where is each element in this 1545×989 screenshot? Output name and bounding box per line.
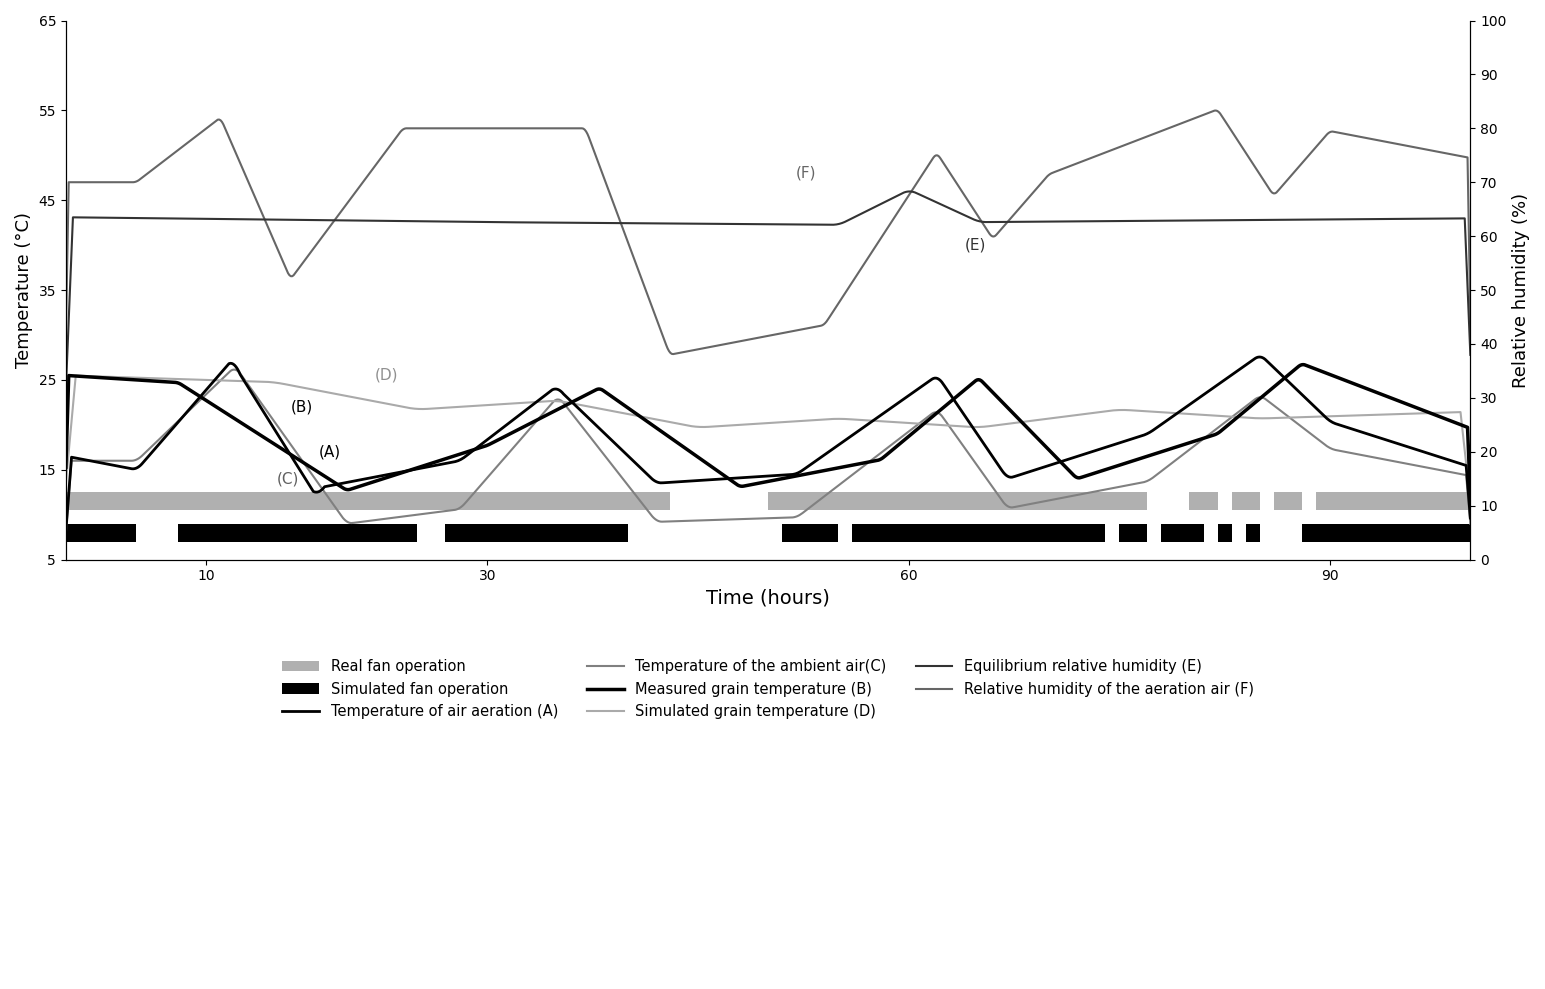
Bar [1273, 493, 1302, 510]
Bar [810, 523, 839, 542]
Text: (D): (D) [375, 368, 399, 383]
Bar [1302, 523, 1471, 542]
Bar [1245, 523, 1259, 542]
Text: (C): (C) [277, 471, 298, 487]
Bar [1231, 493, 1259, 510]
Text: (B): (B) [290, 400, 314, 414]
Y-axis label: Relative humidity (%): Relative humidity (%) [1513, 193, 1530, 388]
Bar [1217, 523, 1231, 542]
Bar [445, 523, 627, 542]
Y-axis label: Temperature (°C): Temperature (°C) [15, 212, 32, 368]
Bar [1316, 493, 1471, 510]
Legend: Real fan operation, Simulated fan operation, Temperature of air aeration (A), Te: Real fan operation, Simulated fan operat… [277, 654, 1259, 725]
Text: (F): (F) [796, 166, 817, 181]
Bar [782, 523, 810, 542]
Bar [768, 493, 867, 510]
Bar [867, 493, 1148, 510]
Bar [1119, 523, 1148, 542]
Bar [66, 523, 136, 542]
Text: (E): (E) [964, 237, 986, 252]
Bar [66, 493, 671, 510]
Bar [1162, 523, 1204, 542]
X-axis label: Time (hours): Time (hours) [706, 588, 830, 608]
Bar [1190, 493, 1217, 510]
Bar [853, 523, 1105, 542]
Text: (A): (A) [318, 444, 341, 459]
Bar [178, 523, 417, 542]
